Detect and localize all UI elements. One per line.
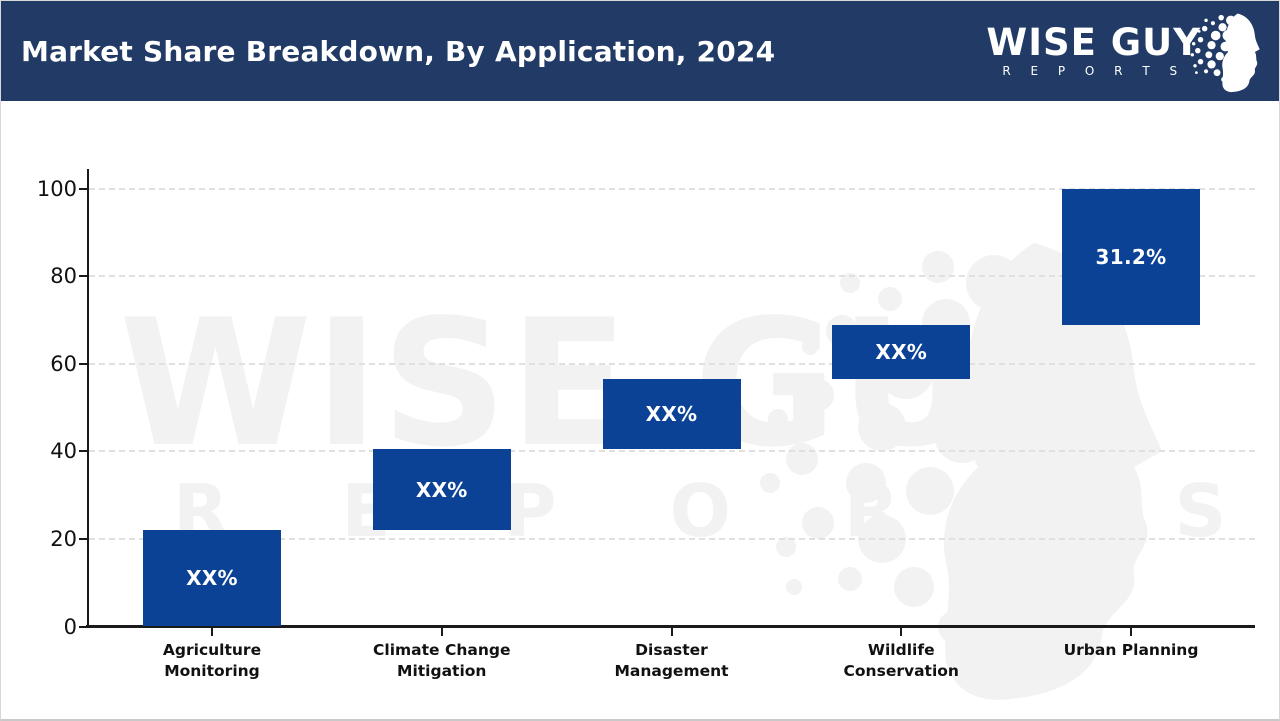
y-axis-tick-label: 60 — [50, 351, 77, 376]
bar-value-label: XX% — [186, 566, 238, 591]
x-axis-tick — [900, 628, 903, 636]
y-axis-tick-label: 80 — [50, 264, 77, 289]
x-axis-category-label: Wildlife Conservation — [843, 641, 959, 680]
brand-logo-text: WISE GUY R E P O R T S — [986, 21, 1201, 79]
page-title: Market Share Breakdown, By Application, … — [21, 34, 776, 68]
gridline — [89, 450, 1255, 453]
y-axis-tick — [79, 275, 89, 278]
x-axis-line — [86, 625, 1255, 628]
bar-disaster-management: XX% — [602, 378, 741, 449]
brand-subtitle: R E P O R T S — [1002, 64, 1186, 78]
x-axis-category-label: Disaster Management — [614, 641, 729, 680]
bar-urban-planning: 31.2% — [1062, 188, 1200, 326]
brand-head-icon — [1190, 13, 1260, 93]
bar-value-label: XX% — [415, 477, 468, 502]
y-axis-tick — [79, 187, 89, 190]
y-axis-line — [87, 169, 89, 627]
gridline — [89, 187, 1255, 190]
y-axis-tick-label: 0 — [63, 614, 77, 639]
x-axis-category-label: Urban Planning — [1063, 641, 1199, 659]
brand-name: WISE GUY — [986, 21, 1201, 64]
bar-climate-change-mitigation: XX% — [372, 448, 511, 531]
x-axis-tick — [440, 628, 443, 636]
x-axis-tick — [670, 628, 673, 636]
bar-value-label: 31.2% — [1095, 245, 1167, 270]
bar-value-label: XX% — [875, 340, 928, 365]
gridline — [89, 537, 1255, 540]
y-axis-tick — [79, 625, 89, 628]
y-axis-tick-label: 100 — [36, 176, 77, 201]
gridline — [89, 362, 1255, 365]
x-axis-category-label: Climate Change Mitigation — [373, 641, 511, 680]
x-axis-category-label: Agriculture Monitoring — [162, 641, 262, 680]
y-axis-tick — [79, 450, 89, 453]
y-axis-tick-label: 40 — [50, 439, 77, 464]
y-axis-tick — [79, 362, 89, 365]
bar-agriculture-monitoring: XX% — [143, 530, 281, 627]
gridline — [89, 275, 1255, 278]
bar-wildlife-conservation: XX% — [832, 325, 971, 379]
bar-value-label: XX% — [645, 401, 698, 426]
x-axis-tick — [1130, 628, 1132, 636]
x-axis-tick — [211, 628, 213, 636]
header-bar: Market Share Breakdown, By Application, … — [1, 1, 1279, 101]
y-axis-tick — [79, 537, 89, 540]
brand-logo: WISE GUY R E P O R T S — [986, 1, 1265, 101]
y-axis-tick-label: 20 — [50, 526, 77, 551]
